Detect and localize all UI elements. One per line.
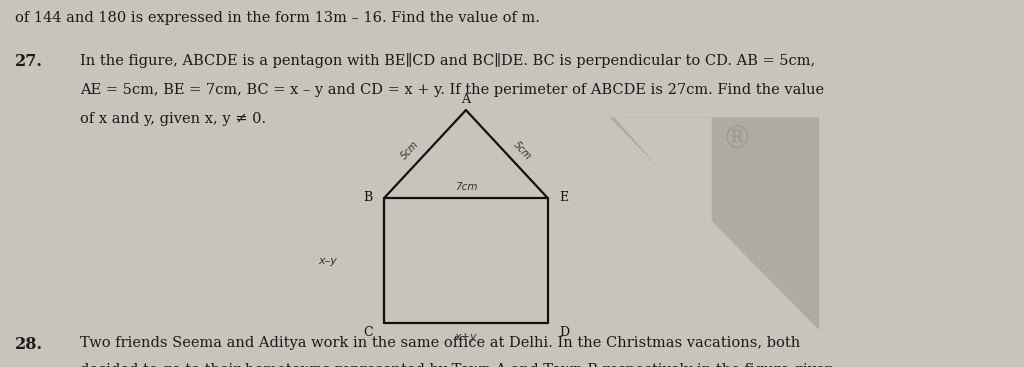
Text: In the figure, ABCDE is a pentagon with BE∥CD and BC∥DE. BC is perpendicular to : In the figure, ABCDE is a pentagon with … [80,53,815,68]
Text: 5cm: 5cm [511,139,534,161]
Polygon shape [614,117,712,228]
Text: x–y: x–y [318,255,337,266]
Text: D: D [559,326,569,339]
Text: 27.: 27. [15,53,43,70]
Text: AE = 5cm, BE = 7cm, BC = x – y and CD = x + y. If the perimeter of ABCDE is 27cm: AE = 5cm, BE = 7cm, BC = x – y and CD = … [80,83,824,97]
Text: of 144 and 180 is expressed in the form 13m – 16. Find the value of m.: of 144 and 180 is expressed in the form … [15,11,541,25]
Text: x+y: x+y [455,332,477,342]
Text: B: B [364,191,373,204]
Text: 5cm: 5cm [398,139,421,161]
Text: 28.: 28. [15,336,43,353]
Text: A: A [462,93,470,106]
Text: 7cm: 7cm [455,182,477,192]
Text: of x and y, given x, y ≠ 0.: of x and y, given x, y ≠ 0. [80,112,266,126]
Text: Two friends Seema and Aditya work in the same office at Delhi. In the Christmas : Two friends Seema and Aditya work in the… [80,336,800,350]
Text: decided to go to their hometowns represented by Town A and Town B respectively i: decided to go to their hometowns represe… [80,363,835,367]
Text: ®: ® [722,124,753,155]
Text: E: E [559,191,568,204]
Text: C: C [364,326,373,339]
Polygon shape [609,117,819,330]
